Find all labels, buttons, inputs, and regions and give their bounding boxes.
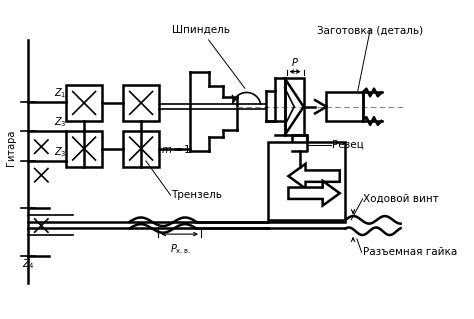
Bar [292, 135, 308, 152]
Polygon shape [289, 181, 340, 206]
Text: Разъемная гайка: Разъемная гайка [363, 247, 457, 257]
Text: Трензель: Трензель [171, 190, 221, 200]
Text: Гитара: Гитара [6, 130, 16, 166]
Text: $Z_3$: $Z_3$ [54, 115, 66, 129]
Text: $Z_4$: $Z_4$ [22, 257, 35, 271]
Text: $Z_1$: $Z_1$ [54, 86, 66, 100]
Text: Шпиндель: Шпиндель [172, 25, 245, 88]
Bar [123, 130, 159, 167]
Bar [327, 93, 363, 121]
Text: Резец: Резец [332, 140, 364, 150]
Bar [130, 214, 196, 233]
Bar [123, 85, 159, 121]
Text: $Z_3$: $Z_3$ [54, 145, 66, 159]
Text: Ходовой винт: Ходовой винт [363, 194, 438, 204]
Bar [285, 78, 304, 135]
Polygon shape [289, 164, 340, 189]
Bar [267, 142, 346, 220]
Bar [66, 130, 102, 167]
Text: $P$: $P$ [291, 56, 299, 68]
Bar [294, 166, 306, 173]
Text: Заготовка (деталь): Заготовка (деталь) [317, 25, 423, 35]
Text: $P_{\rm х.в.}$: $P_{\rm х.в.}$ [170, 243, 191, 256]
Bar [66, 85, 102, 121]
Text: $m = 1$: $m = 1$ [161, 143, 191, 155]
